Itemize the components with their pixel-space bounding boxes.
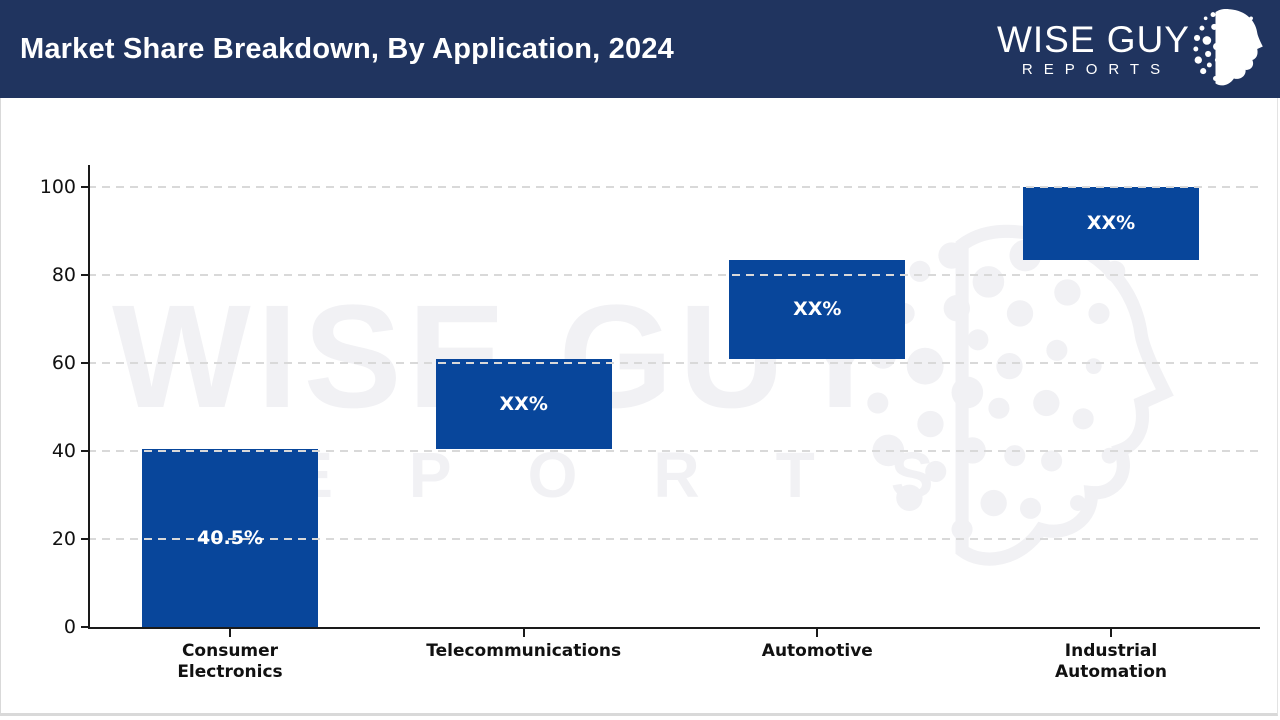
wise-guy-logo: WISE GUY REPORTS <box>997 6 1280 92</box>
logo-wordmark: WISE GUY <box>996 18 1190 60</box>
page-title: Market Share Breakdown, By Application, … <box>20 32 674 65</box>
y-axis-spine <box>88 165 90 629</box>
bar-consumer-electronics <box>142 448 318 627</box>
bar-telecommunications <box>435 358 612 449</box>
logo-text: WISE GUY REPORTS <box>996 18 1190 78</box>
gridline-100 <box>88 186 1260 188</box>
bar-industrial-automation <box>1023 187 1199 260</box>
bar-value-consumer-electronics: 40.5% <box>197 526 263 549</box>
ytick-40 <box>81 450 88 452</box>
ytick-100 <box>81 186 88 188</box>
ytick-label-80: 80 <box>51 264 76 286</box>
category-label-automotive: Automotive <box>761 641 873 661</box>
gridline-20 <box>88 538 1260 540</box>
ytick-60 <box>81 362 88 364</box>
xtick-telecommunications <box>522 629 525 637</box>
ytick-label-60: 60 <box>51 352 76 374</box>
xtick-automotive <box>816 629 819 637</box>
xtick-industrial-automation <box>1110 629 1112 637</box>
bar-value-telecommunications: XX% <box>499 392 548 415</box>
gridline-60 <box>88 362 1260 364</box>
ytick-0 <box>81 626 88 628</box>
bar-automotive <box>729 259 906 359</box>
dotted-head-icon <box>1193 8 1263 86</box>
ytick-label-40: 40 <box>51 440 76 462</box>
ytick-label-100: 100 <box>39 176 76 198</box>
ytick-20 <box>81 538 88 540</box>
category-label-telecommunications: Telecommunications <box>426 641 622 661</box>
category-label-industrial-automation: Industrial Automation <box>1055 641 1167 682</box>
x-axis-spine <box>88 627 1260 629</box>
ytick-80 <box>81 274 88 276</box>
ytick-label-0: 0 <box>63 616 76 638</box>
logo-subtitle: REPORTS <box>1021 60 1172 78</box>
category-label-consumer-electronics: Consumer Electronics <box>177 641 283 682</box>
gridline-80 <box>88 274 1260 276</box>
bar-value-industrial-automation: XX% <box>1086 212 1136 235</box>
bar-value-automotive: XX% <box>793 298 842 321</box>
gridline-40 <box>88 450 1260 452</box>
header-band: Market Share Breakdown, By Application, … <box>0 0 1280 98</box>
xtick-consumer-electronics <box>229 629 231 637</box>
ytick-label-20: 20 <box>51 528 76 550</box>
